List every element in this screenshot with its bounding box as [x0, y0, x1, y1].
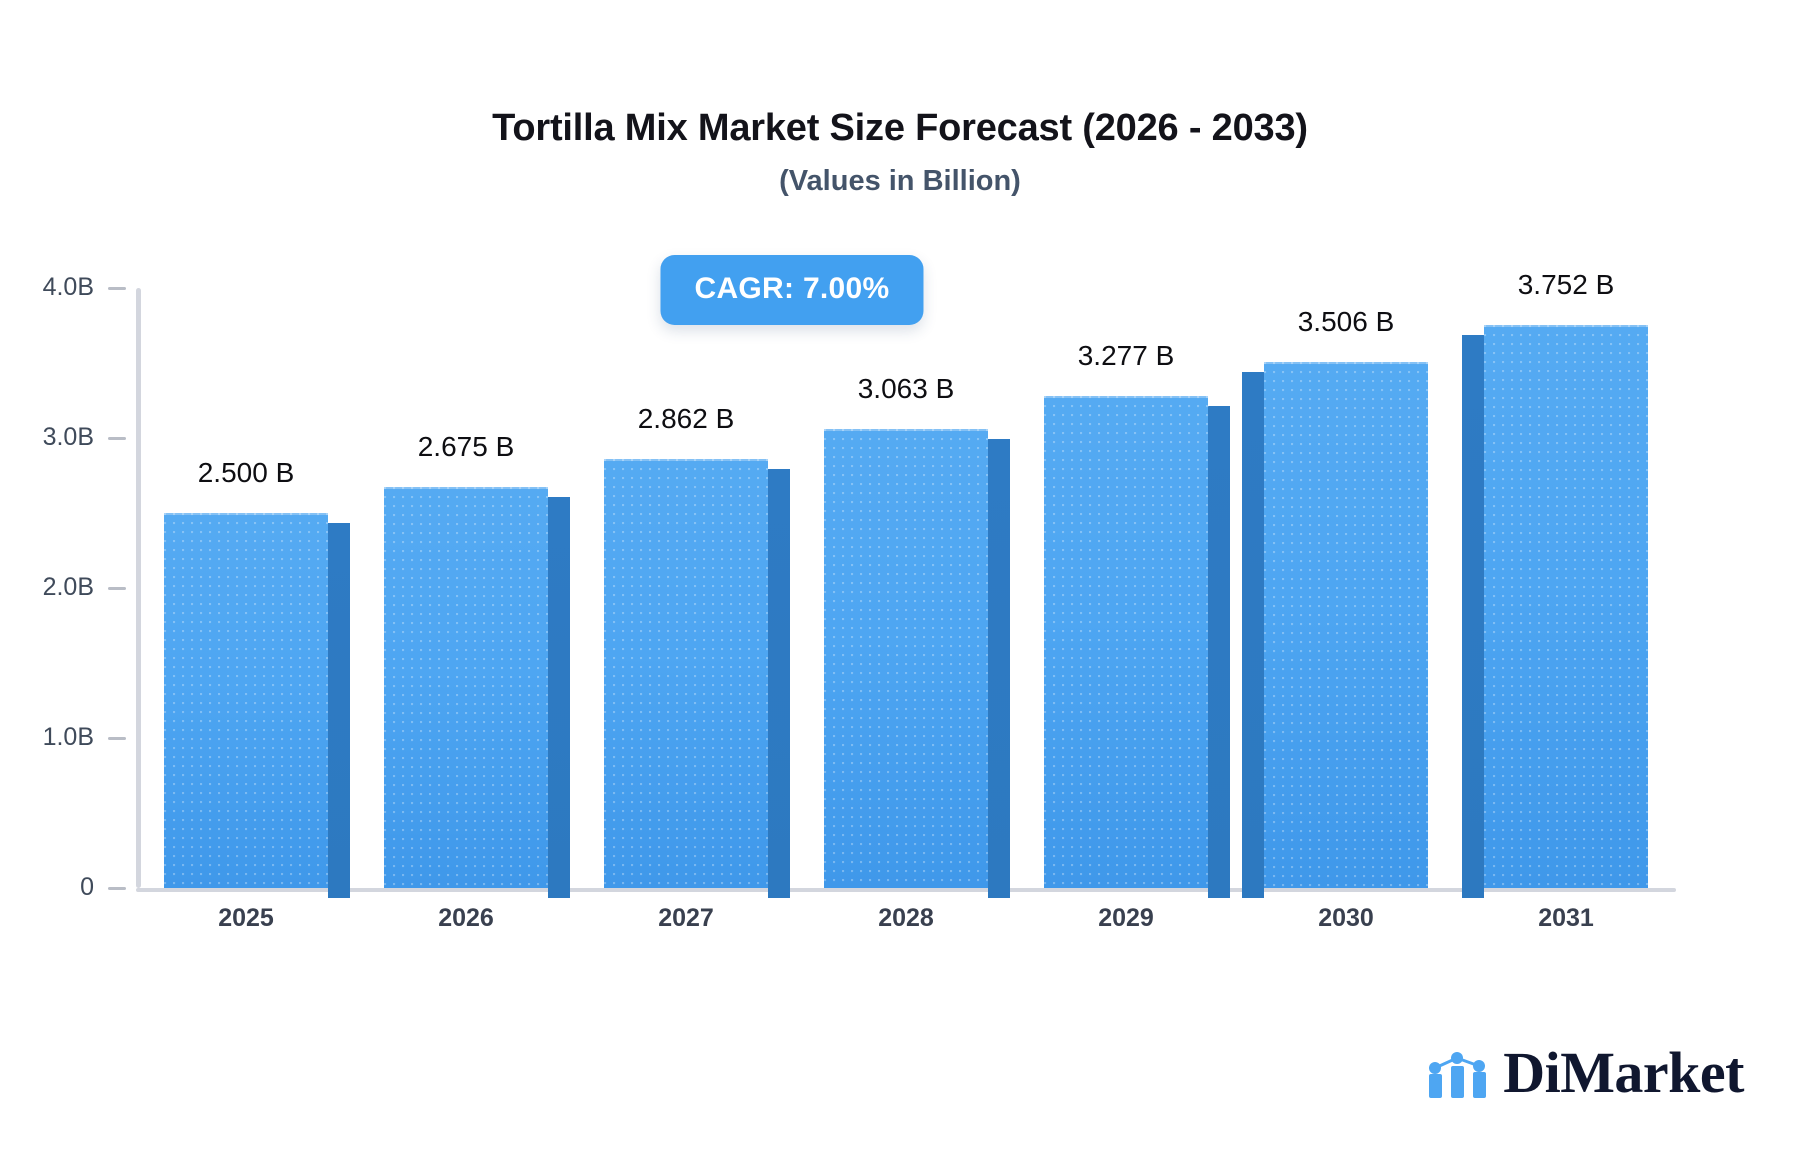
bar-front-face: [1264, 362, 1428, 888]
bar-front-face: [1484, 325, 1648, 888]
bar-2031: 3.752 B: [1462, 271, 1648, 898]
y-tick-label: 1.0B: [42, 722, 94, 751]
plot-area: 2.500 B 2.675 B 2.862 B 3.063 B 3.277 B 3.506…: [136, 271, 1676, 898]
bar-side-face: [328, 523, 350, 898]
x-axis-labels: 2025 2026 2027 2028 2029 2030 2031: [136, 906, 1676, 946]
bar-front-face: [384, 486, 548, 888]
x-axis-label-2030: 2030: [1318, 904, 1374, 932]
bar-body: [384, 486, 570, 898]
bar-2030: 3.506 B: [1242, 288, 1428, 898]
bar-value-label: 3.752 B: [1517, 269, 1615, 301]
y-tick-label: 2.0B: [42, 572, 94, 601]
bar-side-face: [988, 438, 1010, 898]
bar-2028: 3.063 B: [824, 288, 1010, 898]
y-tick-label: 4.0B: [42, 272, 94, 301]
bar-body: [1462, 325, 1648, 898]
bar-body: [604, 458, 790, 898]
x-axis-line: [136, 888, 1676, 892]
cagr-badge: CAGR: 7.00%: [660, 255, 924, 325]
bar-value-label: 3.063 B: [857, 372, 955, 404]
x-axis-label-2031: 2031: [1538, 904, 1594, 932]
x-axis-label-2027: 2027: [658, 904, 714, 932]
y-tick-mark: [108, 886, 126, 890]
x-axis-label-2025: 2025: [218, 904, 274, 932]
bar-front-face: [1044, 396, 1208, 888]
bar-body: [1044, 396, 1230, 898]
y-tick-label: 0: [80, 872, 94, 901]
bar-value-label: 2.500 B: [197, 457, 295, 488]
logo-wordmark: DiMarket: [1503, 1040, 1744, 1105]
bar-front-face: [604, 458, 768, 888]
chart-subtitle: (Values in Billion): [779, 164, 1021, 197]
y-tick-mark: [108, 286, 126, 290]
bar-side-face: [548, 496, 570, 898]
bar-side-face: [1242, 372, 1264, 898]
bar-value-label: 3.277 B: [1077, 340, 1175, 372]
y-axis-line: [136, 288, 141, 888]
bar-side-face: [1462, 335, 1484, 898]
bar-value-label: 2.675 B: [417, 430, 515, 462]
bar-chart-icon: [1429, 1052, 1487, 1098]
bar-side-face: [1208, 406, 1230, 898]
x-axis-label-2028: 2028: [878, 904, 934, 932]
y-tick-label: 3.0B: [42, 422, 94, 451]
bar-front-face: [824, 428, 988, 888]
x-axis-label-2029: 2029: [1098, 904, 1154, 932]
x-axis-label-2026: 2026: [438, 904, 494, 932]
chart-title: Tortilla Mix Market Size Forecast (2026 …: [492, 107, 1308, 149]
bar-side-face: [768, 468, 790, 898]
bar-body: [1242, 362, 1428, 898]
y-tick-mark: [108, 736, 126, 740]
bar-2025: 2.500 B: [164, 288, 350, 898]
bar-2027: 2.862 B: [604, 288, 790, 898]
bar-value-label: 2.862 B: [637, 402, 735, 434]
bar-value-label: 3.506 B: [1297, 306, 1395, 338]
bar-front-face: [164, 513, 328, 888]
dimarket-logo: DiMarket: [1427, 1044, 1744, 1102]
title-block: Tortilla Mix Market Size Forecast (2026 …: [0, 107, 1800, 198]
bar-body: [824, 428, 1010, 898]
bar-body: [164, 513, 350, 898]
bar-2029: 3.277 B: [1044, 288, 1230, 898]
bar-2026: 2.675 B: [384, 288, 570, 898]
y-tick-mark: [108, 586, 126, 590]
y-tick-mark: [108, 436, 126, 440]
bar-series: 2.500 B 2.675 B 2.862 B 3.063 B 3.277 B 3.506…: [136, 271, 1676, 898]
